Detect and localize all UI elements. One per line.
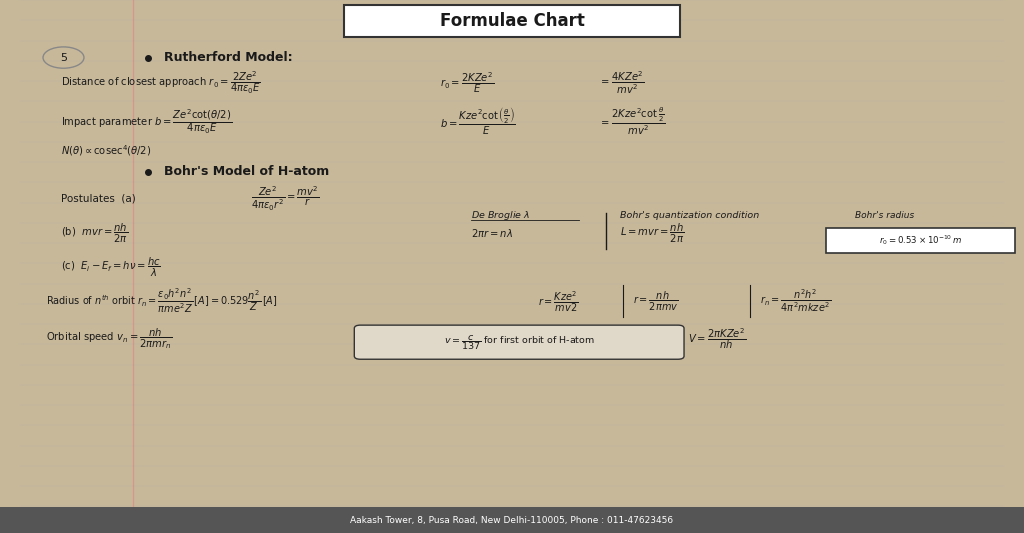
Text: $r_0 = \dfrac{2KZe^2}{E}$: $r_0 = \dfrac{2KZe^2}{E}$ [440, 70, 495, 95]
FancyBboxPatch shape [344, 5, 680, 37]
Text: Bohr's quantization condition: Bohr's quantization condition [620, 212, 759, 220]
Text: Distance of closest approach $r_0 = \dfrac{2Ze^2}{4\pi\varepsilon_0 E}$: Distance of closest approach $r_0 = \dfr… [61, 69, 261, 96]
Text: $r_n = \dfrac{n^2h^2}{4\pi^2 mkze^2}$: $r_n = \dfrac{n^2h^2}{4\pi^2 mkze^2}$ [760, 288, 831, 314]
Text: Rutherford Model:: Rutherford Model: [164, 51, 293, 64]
Text: $N(\theta) \propto \mathrm{cosec}^4(\theta/2)$: $N(\theta) \propto \mathrm{cosec}^4(\the… [61, 143, 152, 158]
Text: (b)  $mvr = \dfrac{nh}{2\pi}$: (b) $mvr = \dfrac{nh}{2\pi}$ [61, 222, 129, 245]
Text: Formulae Chart: Formulae Chart [439, 12, 585, 30]
Text: Postulates  (a): Postulates (a) [61, 193, 136, 203]
Text: $r = \dfrac{Kze^2}{mv2}$: $r = \dfrac{Kze^2}{mv2}$ [538, 289, 579, 313]
Text: $r_0 = 0.53 \times 10^{-10}\,m$: $r_0 = 0.53 \times 10^{-10}\,m$ [879, 233, 963, 247]
Text: $\dfrac{Ze^2}{4\pi\varepsilon_0 r^2} = \dfrac{mv^2}{r}$: $\dfrac{Ze^2}{4\pi\varepsilon_0 r^2} = \… [251, 184, 319, 213]
Text: $= \dfrac{2Kze^2\cot\frac{\theta}{2}}{mv^2}$: $= \dfrac{2Kze^2\cot\frac{\theta}{2}}{mv… [599, 106, 666, 137]
FancyBboxPatch shape [354, 325, 684, 359]
Text: Bohr's Model of H-atom: Bohr's Model of H-atom [164, 165, 329, 178]
Text: Bohr's radius: Bohr's radius [855, 212, 914, 220]
Text: $= \dfrac{4KZe^2}{mv^2}$: $= \dfrac{4KZe^2}{mv^2}$ [599, 69, 644, 96]
Text: Radius of $n^{th}$ orbit $r_n = \dfrac{\varepsilon_0 h^2 n^2}{\pi me^2 Z}\,[A] =: Radius of $n^{th}$ orbit $r_n = \dfrac{\… [46, 287, 278, 316]
Text: Orbital speed $v_n = \dfrac{nh}{2\pi mr_n}$: Orbital speed $v_n = \dfrac{nh}{2\pi mr_… [46, 326, 172, 351]
Text: Aakash Tower, 8, Pusa Road, New Delhi-110005, Phone : 011-47623456: Aakash Tower, 8, Pusa Road, New Delhi-11… [350, 516, 674, 524]
Text: $L = mvr = \dfrac{nh}{2\pi}$: $L = mvr = \dfrac{nh}{2\pi}$ [620, 222, 684, 245]
Text: 5: 5 [60, 53, 67, 62]
Text: $v = \dfrac{c}{137}$ for first orbit of H-atom: $v = \dfrac{c}{137}$ for first orbit of … [443, 333, 595, 352]
Text: De Broglie $\lambda$: De Broglie $\lambda$ [471, 209, 530, 222]
Text: $r = \dfrac{nh}{2\pi mv}$: $r = \dfrac{nh}{2\pi mv}$ [633, 289, 678, 313]
FancyBboxPatch shape [826, 228, 1015, 253]
Text: (c)  $E_i - E_f = h\nu = \dfrac{hc}{\lambda}$: (c) $E_i - E_f = h\nu = \dfrac{hc}{\lamb… [61, 256, 162, 279]
Text: $b = \dfrac{Kze^2\cot\left(\frac{\theta}{2}\right)}{E}$: $b = \dfrac{Kze^2\cot\left(\frac{\theta}… [440, 106, 516, 137]
Text: $2\pi r = n\lambda$: $2\pi r = n\lambda$ [471, 228, 513, 239]
Text: Impact parameter $b = \dfrac{Ze^2\cot(\theta/2)}{4\pi\varepsilon_0 E}$: Impact parameter $b = \dfrac{Ze^2\cot(\t… [61, 107, 232, 136]
Text: $V = \dfrac{2\pi KZe^2}{nh}$: $V = \dfrac{2\pi KZe^2}{nh}$ [688, 326, 746, 351]
Bar [0, 507, 1024, 533]
